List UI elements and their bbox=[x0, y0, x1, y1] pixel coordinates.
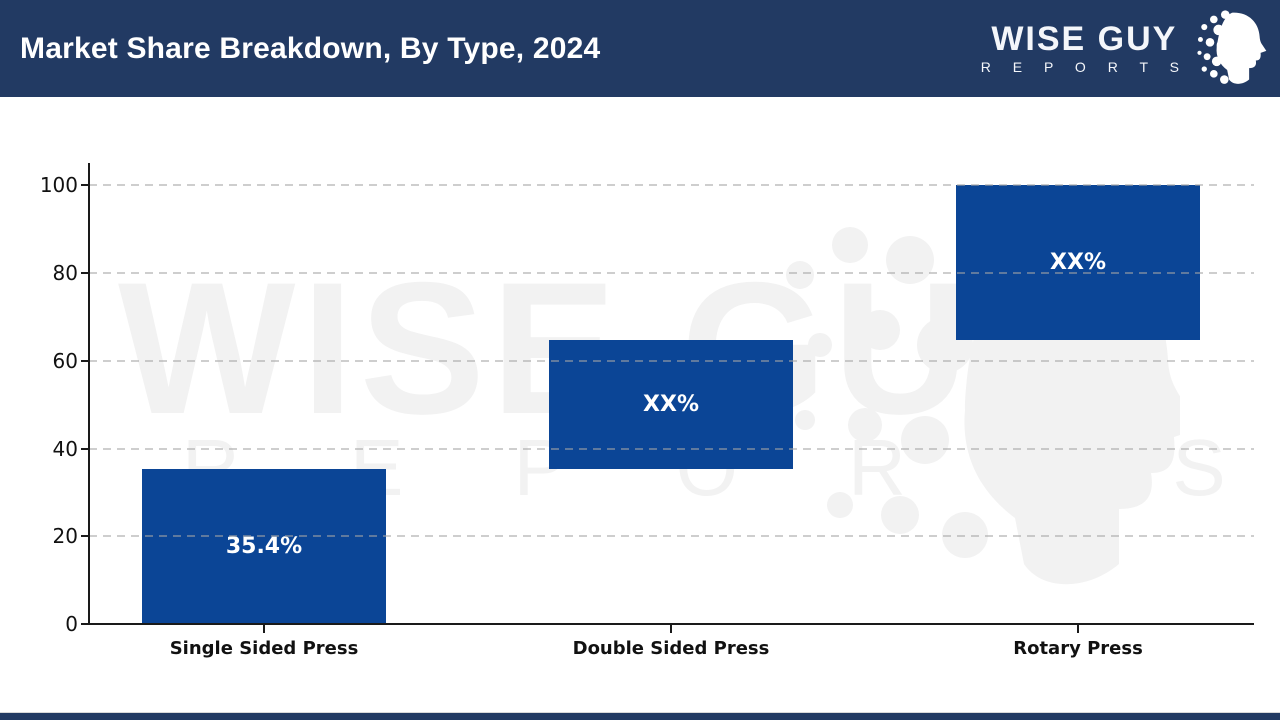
y-tick-mark bbox=[81, 447, 89, 450]
y-axis-line bbox=[88, 163, 90, 624]
category-label: Rotary Press bbox=[1013, 638, 1143, 659]
y-tick-mark bbox=[81, 359, 89, 362]
y-tick-label: 40 bbox=[52, 436, 78, 461]
y-tick-label: 100 bbox=[39, 173, 78, 198]
x-tick-mark bbox=[1077, 625, 1079, 633]
category-label: Single Sided Press bbox=[169, 638, 359, 659]
y-tick-mark bbox=[81, 535, 89, 538]
y-tick-label: 0 bbox=[65, 612, 78, 636]
logo-head-icon bbox=[1197, 9, 1267, 84]
x-tick-mark bbox=[670, 625, 672, 633]
logo: WISE GUY R E P O R T S bbox=[981, 0, 1270, 97]
y-tick-mark bbox=[81, 184, 89, 187]
bar-value-label: 35.4% bbox=[225, 533, 303, 559]
logo-subtitle: R E P O R T S bbox=[980, 59, 1188, 75]
footer-divider bbox=[0, 712, 1280, 713]
footer-bar bbox=[0, 713, 1280, 720]
logo-text: WISE GUY R E P O R T S bbox=[981, 22, 1188, 75]
y-tick-mark bbox=[81, 623, 89, 625]
category-label: Double Sided Press bbox=[572, 638, 770, 659]
gridline bbox=[89, 359, 1254, 362]
gridline bbox=[89, 535, 1254, 538]
page-title: Market Share Breakdown, By Type, 2024 bbox=[20, 31, 601, 65]
y-tick-label: 80 bbox=[52, 261, 78, 286]
y-tick-mark bbox=[81, 272, 89, 275]
y-tick-label: 20 bbox=[52, 524, 78, 549]
x-tick-mark bbox=[263, 625, 265, 633]
bar-segment: XX% bbox=[956, 185, 1200, 341]
y-tick-label: 60 bbox=[52, 348, 78, 373]
bar-value-label: XX% bbox=[643, 391, 699, 417]
bar-value-label: XX% bbox=[1050, 250, 1106, 276]
plot-area: 0 20 40 60 80 100 35.4% Single Sided Press XX% Do… bbox=[0, 97, 1280, 713]
bar-segment: 35.4% bbox=[142, 468, 386, 624]
gridline bbox=[89, 447, 1254, 450]
header-bar: Market Share Breakdown, By Type, 2024 WI… bbox=[0, 0, 1280, 97]
gridline bbox=[89, 272, 1254, 275]
logo-wordmark: WISE GUY bbox=[991, 20, 1178, 58]
x-axis-line bbox=[88, 623, 1254, 625]
gridline bbox=[89, 184, 1254, 187]
